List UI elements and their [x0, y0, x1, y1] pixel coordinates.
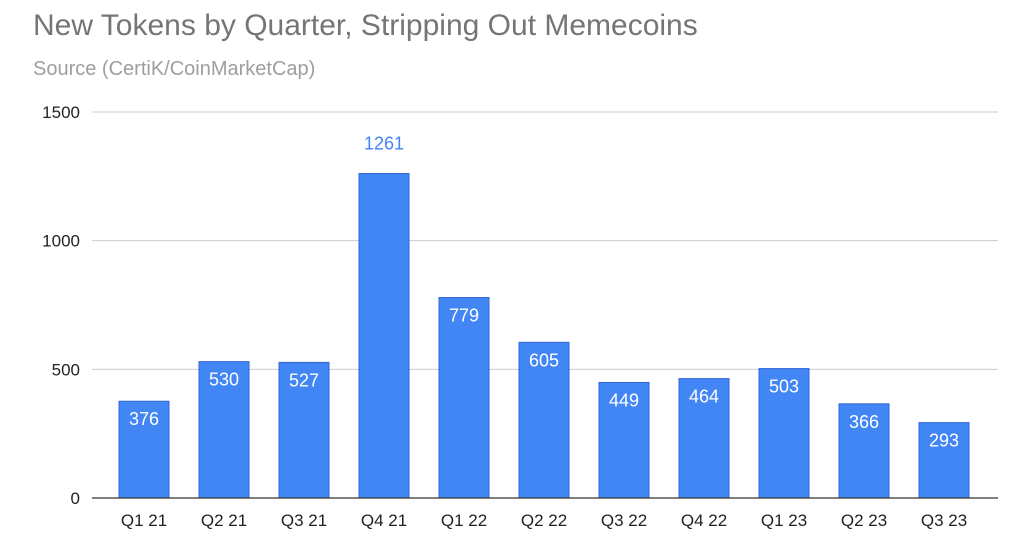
data-label: 293: [929, 431, 959, 451]
data-labels: 376 530 527 1261 779 605 449 464 503 366 293: [129, 134, 959, 451]
x-tick-label: Q4 22: [681, 511, 727, 530]
x-tick-label: Q3 23: [921, 511, 967, 530]
gridlines: [92, 111, 998, 370]
bar: [598, 381, 650, 499]
x-tick-label: Q2 21: [201, 511, 247, 530]
data-label: 376: [129, 409, 159, 429]
x-tick-label: Q1 22: [441, 511, 487, 530]
data-label: 1261: [364, 134, 404, 154]
data-label: 779: [449, 306, 479, 326]
bar: [518, 341, 570, 499]
y-tick-label: 0: [71, 489, 80, 508]
bar: [278, 361, 330, 499]
data-label: 503: [769, 377, 799, 397]
x-tick-label: Q3 22: [601, 511, 647, 530]
bar: [358, 173, 410, 499]
y-tick-label: 1000: [42, 232, 80, 251]
x-axis-ticks: Q1 21 Q2 21 Q3 21 Q4 21 Q1 22 Q2 22 Q3 22 Q4 22…: [121, 511, 967, 530]
bar: [918, 422, 970, 499]
bar: [838, 403, 890, 499]
x-tick-label: Q1 23: [761, 511, 807, 530]
x-tick-label: Q1 21: [121, 511, 167, 530]
bar: [118, 400, 170, 499]
data-label: 449: [609, 390, 639, 410]
data-label: 366: [849, 412, 879, 432]
y-axis-ticks: 0 500 1000 1500: [42, 103, 80, 508]
x-tick-label: Q2 23: [841, 511, 887, 530]
bar: [198, 361, 250, 499]
chart-title: New Tokens by Quarter, Stripping Out Mem…: [33, 9, 698, 42]
x-tick-label: Q4 21: [361, 511, 407, 530]
x-tick-label: Q3 21: [281, 511, 327, 530]
data-label: 605: [529, 350, 559, 370]
x-tick-label: Q2 22: [521, 511, 567, 530]
chart-subtitle: Source (CertiK/CoinMarketCap): [33, 58, 316, 80]
bar: [438, 297, 490, 499]
y-tick-label: 500: [52, 360, 80, 379]
data-label: 530: [209, 370, 239, 390]
data-label: 464: [689, 387, 719, 407]
bars: [118, 173, 970, 499]
y-tick-label: 1500: [42, 103, 80, 122]
data-label: 527: [289, 370, 319, 390]
